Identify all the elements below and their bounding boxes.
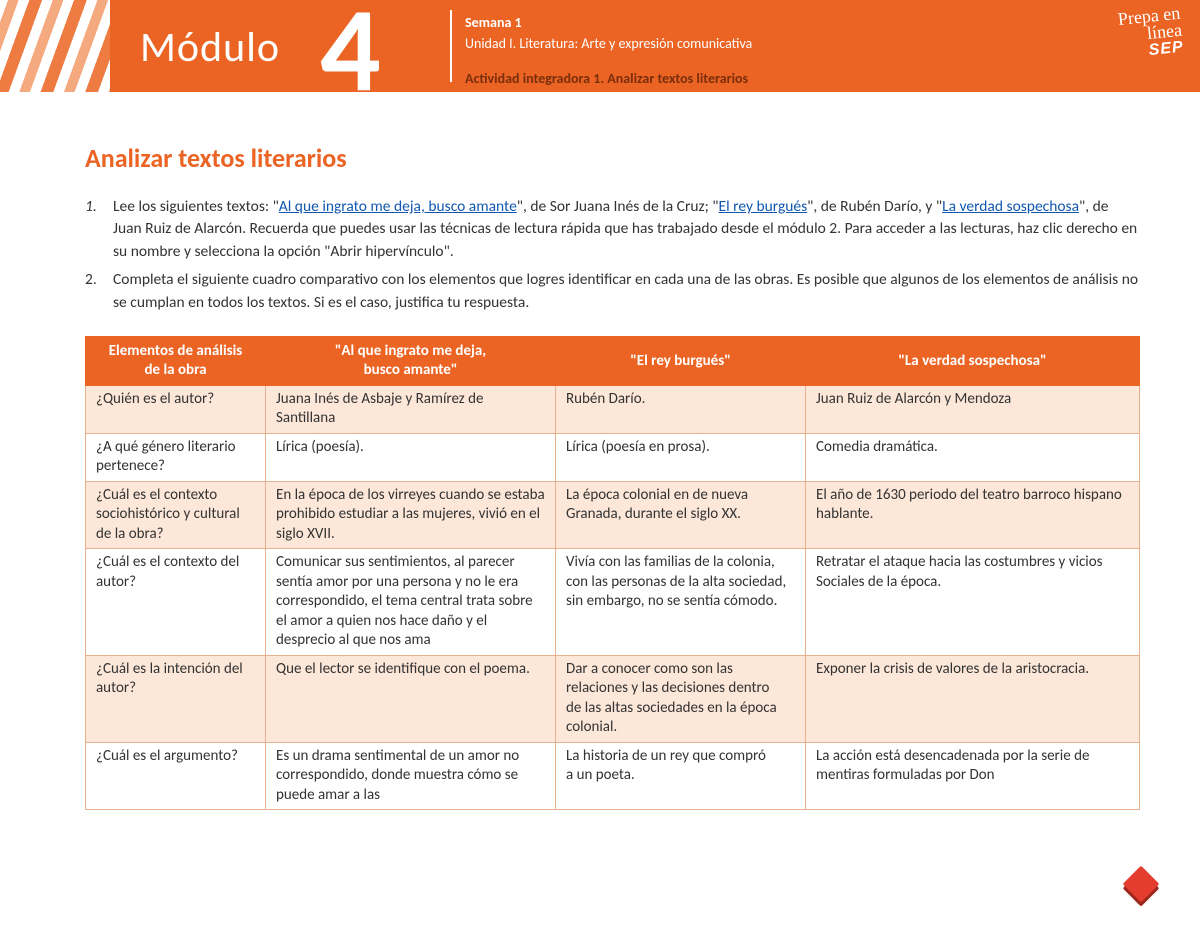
row-cell: La época colonial en de nueva Granada, d… [556, 481, 806, 549]
diamond-icon [1123, 866, 1160, 903]
activity-label: Actividad integradora 1. Analizar textos… [465, 68, 752, 89]
th-line: de la obra [145, 361, 207, 379]
document-body: Analizar textos literarios 1. Lee los si… [0, 92, 1200, 830]
row-cell: Comedia dramática. [806, 433, 1140, 481]
logo-line-3: SEP [1117, 39, 1184, 61]
prepa-sep-logo: Prepa en línea SEP [1114, 5, 1185, 62]
row-cell: Dar a conocer como son las relaciones y … [556, 655, 806, 742]
th-line: Elementos de análisis [109, 342, 243, 360]
list-number: 1. [85, 196, 97, 218]
row-cell: Juana Inés de Asbaje y Ramírez de Santil… [266, 385, 556, 433]
row-question: ¿Cuál es el argumento? [86, 742, 266, 810]
instr1-text-1: Lee los siguientes textos: " [113, 197, 279, 216]
table-row: ¿Cuál es el contexto del autor? Comunica… [86, 549, 1140, 656]
table-row: ¿A qué género literario pertenece? Líric… [86, 433, 1140, 481]
th-work-3: "La verdad sospechosa" [806, 337, 1140, 386]
table-row: ¿Cuál es el argumento? Es un drama senti… [86, 742, 1140, 810]
row-cell: Lírica (poesía). [266, 433, 556, 481]
table-body: ¿Quién es el autor? Juana Inés de Asbaje… [86, 385, 1140, 810]
row-cell: El año de 1630 periodo del teatro barroc… [806, 481, 1140, 549]
header-divider [450, 10, 452, 82]
list-number: 2. [85, 269, 97, 291]
row-cell: Juan Ruiz de Alarcón y Mendoza [806, 385, 1140, 433]
row-cell: Exponer la crisis de valores de la arist… [806, 655, 1140, 742]
instructions-list: 1. Lee los siguientes textos: "Al que in… [85, 196, 1140, 314]
link-text-3[interactable]: La verdad sospechosa [942, 197, 1079, 216]
header-stripes-decoration [0, 0, 110, 92]
table-row: ¿Cuál es el contexto sociohistórico y cu… [86, 481, 1140, 549]
th-elements: Elementos de análisis de la obra [86, 337, 266, 386]
row-cell: La acción está desencadenada por la seri… [806, 742, 1140, 810]
page-decoration-icon [1126, 869, 1160, 903]
th-work-2: "El rey burgués" [556, 337, 806, 386]
instruction-item-2: 2. Completa el siguiente cuadro comparat… [85, 269, 1140, 314]
table-row: ¿Cuál es la intención del autor? Que el … [86, 655, 1140, 742]
link-text-1[interactable]: Al que ingrato me deja, busco amante [279, 197, 517, 216]
comparison-table: Elementos de análisis de la obra "Al que… [85, 336, 1140, 810]
row-cell: Retratar el ataque hacia las costumbres … [806, 549, 1140, 656]
table-header: Elementos de análisis de la obra "Al que… [86, 337, 1140, 386]
module-label: Módulo [140, 22, 280, 73]
th-work-1: "Al que ingrato me deja, busco amante" [266, 337, 556, 386]
row-cell: Rubén Darío. [556, 385, 806, 433]
row-cell: Vivía con las familias de la colonia, co… [556, 549, 806, 656]
row-question: ¿Cuál es la intención del autor? [86, 655, 266, 742]
module-number: 4 [320, 0, 381, 110]
instr1-text-2: ", de Sor Juana Inés de la Cruz; " [517, 197, 719, 216]
row-question: ¿Cuál es el contexto sociohistórico y cu… [86, 481, 266, 549]
row-cell: Es un drama sentimental de un amor no co… [266, 742, 556, 810]
link-text-2[interactable]: El rey burgués [719, 197, 808, 216]
unit-label: Unidad I. Literatura: Arte y expresión c… [465, 33, 752, 54]
row-question: ¿Quién es el autor? [86, 385, 266, 433]
row-cell: En la época de los virreyes cuando se es… [266, 481, 556, 549]
instr2-text: Completa el siguiente cuadro comparativo… [113, 270, 1138, 311]
instruction-item-1: 1. Lee los siguientes textos: "Al que in… [85, 196, 1140, 263]
instr1-text-3: ", de Rubén Darío, y " [807, 197, 942, 216]
header-meta: Semana 1 Unidad I. Literatura: Arte y ex… [465, 12, 752, 89]
week-label: Semana 1 [465, 12, 752, 33]
row-cell: La historia de un rey que compróa un poe… [556, 742, 806, 810]
document-header: Módulo 4 Semana 1 Unidad I. Literatura: … [0, 0, 1200, 92]
row-cell: Comunicar sus sentimientos, al parecer s… [266, 549, 556, 656]
th-line: busco amante" [364, 361, 458, 379]
page-title: Analizar textos literarios [85, 142, 1140, 174]
row-question: ¿A qué género literario pertenece? [86, 433, 266, 481]
row-cell: Que el lector se identifique con el poem… [266, 655, 556, 742]
row-question: ¿Cuál es el contexto del autor? [86, 549, 266, 656]
table-row: ¿Quién es el autor? Juana Inés de Asbaje… [86, 385, 1140, 433]
th-line: "Al que ingrato me deja, [335, 342, 486, 360]
row-cell: Lírica (poesía en prosa). [556, 433, 806, 481]
